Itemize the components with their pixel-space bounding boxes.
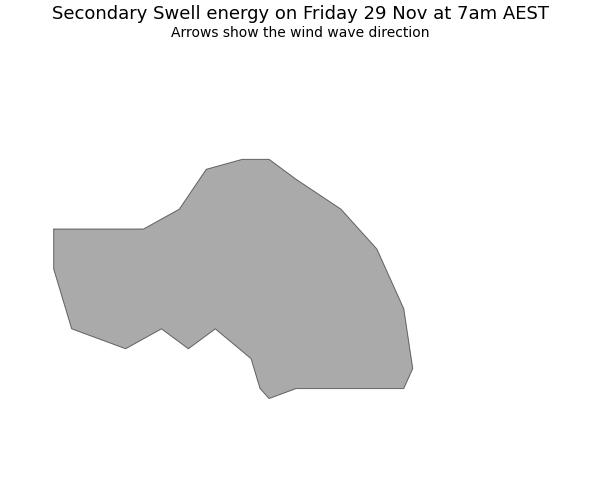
Polygon shape	[54, 160, 413, 398]
Text: Arrows show the wind wave direction: Arrows show the wind wave direction	[171, 26, 430, 40]
Text: Secondary Swell energy on Friday 29 Nov at 7am AEST: Secondary Swell energy on Friday 29 Nov …	[52, 5, 549, 23]
